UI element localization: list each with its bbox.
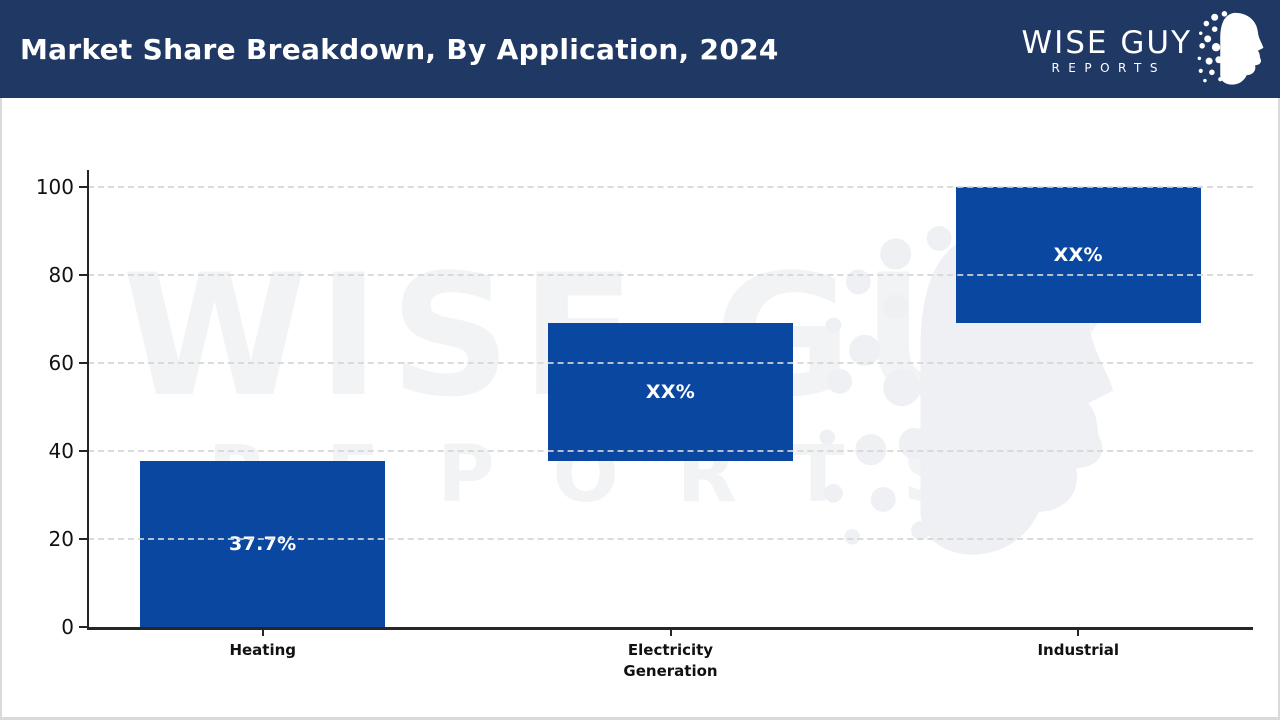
x-tick-0 — [261, 629, 264, 636]
y-gridline-80 — [88, 274, 1253, 276]
x-tick-label-1: Electricity Generation — [623, 641, 718, 680]
x-tick-label-0: Heating — [229, 641, 297, 659]
bar-value-label: XX% — [1053, 244, 1103, 267]
y-gridline-60 — [88, 362, 1253, 364]
logo-text: WISE GUY REPORTS — [1021, 26, 1192, 75]
y-tick-label-60: 60 — [48, 351, 74, 375]
x-axis-line — [87, 627, 1253, 630]
bar-industrial: XX% — [955, 187, 1201, 324]
y-tick-label-0: 0 — [61, 615, 74, 639]
chart-title: Market Share Breakdown, By Application, … — [20, 32, 779, 66]
bar-electricity-generation: XX% — [548, 323, 793, 462]
y-tick-80 — [79, 274, 88, 276]
bar-value-label: XX% — [645, 381, 696, 404]
logo-face-dots — [1197, 11, 1235, 83]
x-tick-1 — [669, 629, 672, 636]
bar-heating: 37.7% — [140, 461, 386, 627]
bottom-border — [0, 717, 1280, 720]
logo-wordmark: WISE GUY — [1021, 24, 1192, 61]
y-tick-60 — [79, 362, 88, 364]
y-tick-label-40: 40 — [48, 439, 74, 463]
wiseguy-logo: WISE GUY REPORTS — [1021, 11, 1266, 89]
y-tick-0 — [79, 626, 88, 628]
x-tick-label-2: Industrial — [1037, 641, 1120, 659]
logo-subtitle: REPORTS — [1051, 60, 1166, 75]
y-tick-label-100: 100 — [35, 175, 74, 199]
bar-value-label: 37.7% — [229, 533, 297, 556]
logo-face-icon — [1197, 11, 1264, 85]
y-tick-label-80: 80 — [48, 263, 74, 287]
y-gridline-100 — [88, 186, 1253, 188]
x-tick-2 — [1077, 629, 1080, 636]
y-axis-line — [87, 170, 89, 629]
header: Market Share Breakdown, By Application, … — [0, 0, 1280, 98]
right-border — [1278, 98, 1280, 720]
left-border — [0, 98, 2, 720]
y-tick-100 — [79, 186, 88, 188]
y-tick-20 — [79, 538, 88, 540]
y-gridline-40 — [88, 450, 1253, 452]
y-gridline-20 — [88, 538, 1253, 540]
y-tick-40 — [79, 450, 88, 452]
y-tick-label-20: 20 — [48, 527, 74, 551]
